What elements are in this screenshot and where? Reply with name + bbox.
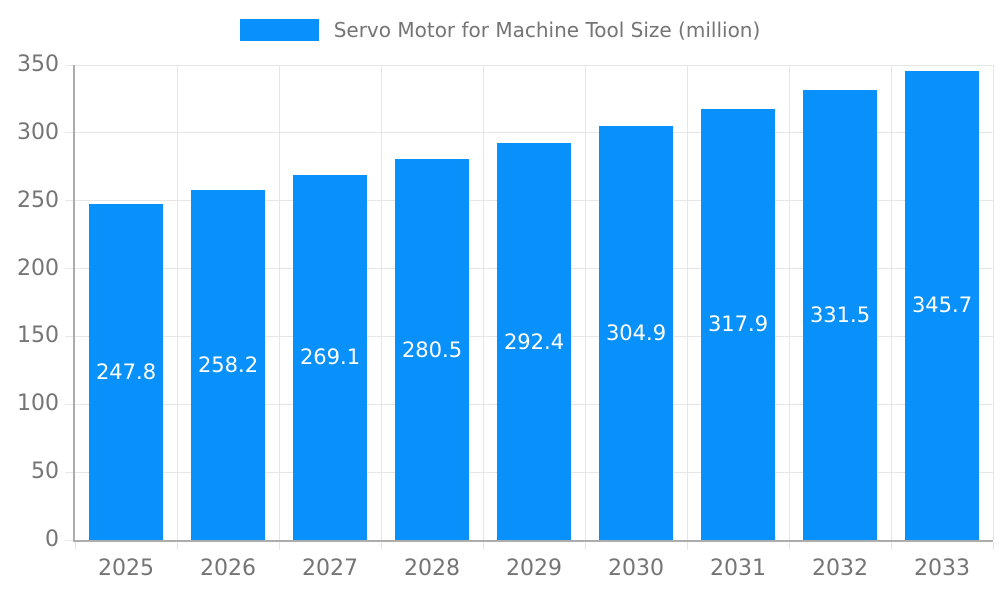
- bar-value-label: 317.9: [707, 312, 769, 337]
- plot-area: 0 50 100 150 200 250 300 350 2025 247.8 2026 258.2 2…: [17, 52, 994, 581]
- legend-item[interactable]: Servo Motor for Machine Tool Size (milli…: [239, 18, 761, 42]
- y-axis-label: 150: [17, 323, 59, 349]
- x-gridline: [890, 65, 892, 540]
- chart-legend: Servo Motor for Machine Tool Size (milli…: [0, 18, 1000, 42]
- x-axis-tick: [482, 542, 484, 550]
- y-axis-label: 200: [17, 255, 59, 281]
- y-gridline: [75, 132, 993, 134]
- y-gridline: [75, 64, 993, 66]
- x-axis-label: 2025: [98, 556, 154, 581]
- legend-color-swatch: [239, 19, 319, 41]
- x-axis-label: 2028: [404, 556, 460, 581]
- y-axis-tick: [65, 64, 73, 66]
- x-gridline: [788, 65, 790, 540]
- chart-title: Servo Motor for Machine Tool Size (milli…: [333, 18, 761, 42]
- x-axis-label: 2027: [302, 556, 358, 581]
- bar-2025[interactable]: 247.8: [89, 203, 163, 540]
- bar-value-label: 292.4: [503, 329, 565, 354]
- y-axis-tick: [65, 471, 73, 473]
- y-axis-label: 350: [17, 52, 59, 77]
- x-gridline: [278, 65, 280, 540]
- bar-value-label: 258.2: [197, 352, 259, 377]
- y-axis-tick: [65, 539, 73, 541]
- y-axis-tick: [65, 335, 73, 337]
- y-axis-tick: [65, 403, 73, 405]
- x-axis-label: 2031: [710, 556, 766, 581]
- bar-2028[interactable]: 280.5: [395, 159, 469, 540]
- bar-value-label: 304.9: [605, 321, 667, 346]
- y-axis-tick: [65, 268, 73, 270]
- bar-2033[interactable]: 345.7: [905, 70, 979, 540]
- bar-2027[interactable]: 269.1: [293, 174, 367, 540]
- x-axis-tick: [74, 542, 76, 550]
- bar-2029[interactable]: 292.4: [497, 143, 571, 540]
- bar-value-label: 331.5: [809, 303, 871, 328]
- bar-value-label: 280.5: [401, 337, 463, 362]
- x-axis-tick: [176, 542, 178, 550]
- x-axis-tick: [584, 542, 586, 550]
- x-gridline: [380, 65, 382, 540]
- x-gridline: [584, 65, 586, 540]
- bar-2030[interactable]: 304.9: [599, 126, 673, 540]
- x-axis-tick: [380, 542, 382, 550]
- x-axis-label: 2026: [200, 556, 256, 581]
- x-gridline: [176, 65, 178, 540]
- x-axis-label: 2033: [914, 556, 970, 581]
- y-axis-label: 100: [17, 391, 59, 417]
- bar-2031[interactable]: 317.9: [701, 108, 775, 540]
- bar-2032[interactable]: 331.5: [803, 90, 877, 540]
- x-gridline: [482, 65, 484, 540]
- bar-2026[interactable]: 258.2: [191, 189, 265, 540]
- x-axis-label: 2032: [812, 556, 868, 581]
- x-gridline: [686, 65, 688, 540]
- y-axis-tick: [65, 132, 73, 134]
- y-axis-label: 250: [17, 187, 59, 213]
- y-axis-label: 50: [31, 459, 59, 485]
- bar-value-label: 345.7: [911, 293, 973, 318]
- x-axis-label: 2029: [506, 556, 562, 581]
- x-axis-tick: [890, 542, 892, 550]
- y-axis-label: 0: [45, 527, 59, 552]
- x-axis-tick: [788, 542, 790, 550]
- y-axis-tick: [65, 200, 73, 202]
- x-axis-tick: [686, 542, 688, 550]
- x-axis-tick: [992, 542, 994, 550]
- bar-value-label: 269.1: [299, 345, 361, 370]
- x-axis-tick: [278, 542, 280, 550]
- x-axis-label: 2030: [608, 556, 664, 581]
- x-gridline: [992, 65, 994, 540]
- bar-value-label: 247.8: [95, 359, 157, 384]
- y-axis-label: 300: [17, 119, 59, 145]
